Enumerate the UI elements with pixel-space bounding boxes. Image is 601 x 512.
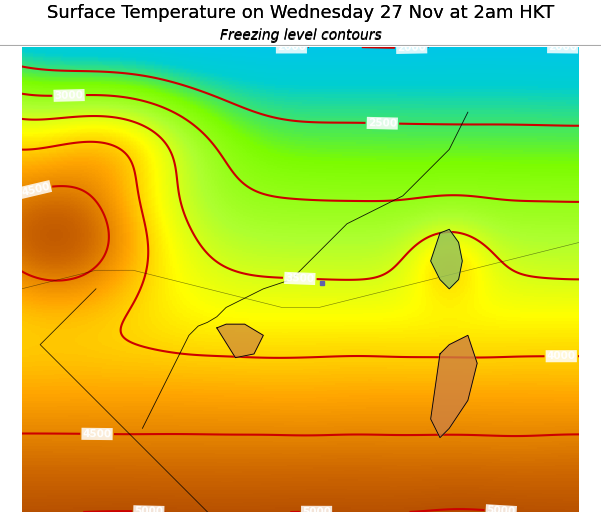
Text: 5000: 5000: [486, 505, 516, 512]
Text: Surface Temperature on Wednesday 27 Nov at 2am HKT: Surface Temperature on Wednesday 27 Nov …: [47, 4, 554, 22]
Text: 5000: 5000: [134, 506, 163, 512]
Text: 2500: 2500: [368, 118, 397, 129]
Text: 3000: 3000: [55, 90, 84, 101]
Text: Surface Temperature on Wednesday 27 Nov at 2am HKT: Surface Temperature on Wednesday 27 Nov …: [47, 4, 554, 22]
Text: 4000: 4000: [547, 351, 576, 361]
Text: 2000: 2000: [397, 42, 426, 53]
Polygon shape: [431, 229, 462, 289]
Polygon shape: [431, 335, 477, 438]
Text: 2000: 2000: [277, 42, 306, 52]
Text: Freezing level contours: Freezing level contours: [219, 28, 382, 41]
Text: 2000: 2000: [548, 42, 577, 53]
Text: 4500: 4500: [82, 429, 112, 439]
Text: 3500: 3500: [285, 273, 314, 284]
Text: 5000: 5000: [302, 507, 331, 512]
Text: 4500: 4500: [20, 181, 51, 198]
Polygon shape: [217, 324, 263, 358]
Text: Freezing level contours: Freezing level contours: [219, 29, 382, 43]
